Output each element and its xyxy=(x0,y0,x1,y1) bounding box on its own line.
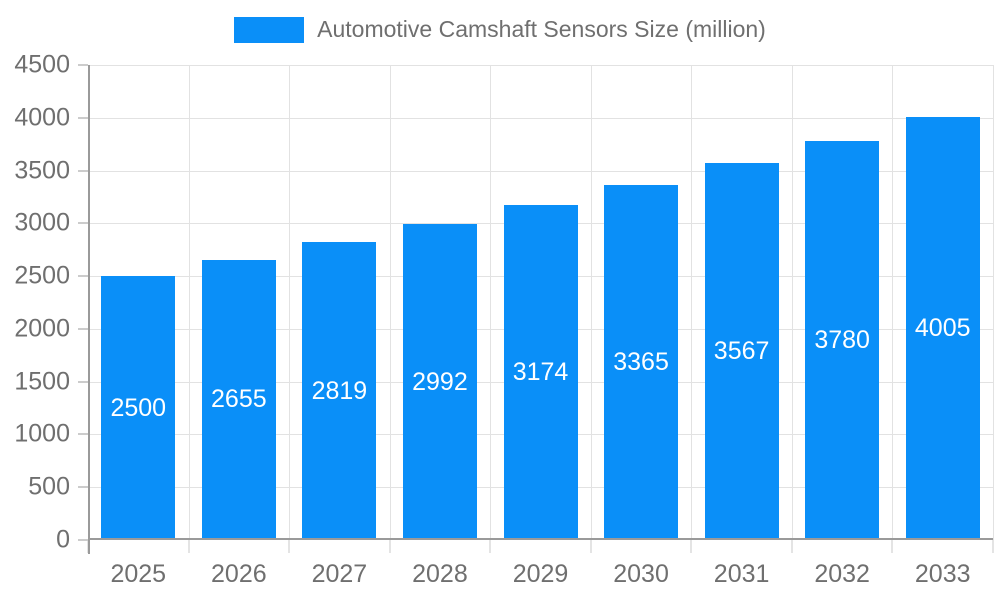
x-axis-tick xyxy=(288,540,290,553)
x-axis-label: 2025 xyxy=(110,560,167,588)
bar[interactable]: 2819 xyxy=(302,242,377,540)
bar[interactable]: 2655 xyxy=(201,259,276,540)
bar[interactable]: 2500 xyxy=(101,276,176,540)
gridline-vertical xyxy=(691,65,693,540)
plot-area: 2500 2655 2819 2992 3174 3365 3567 3780 4005 xyxy=(78,64,994,554)
y-axis-tick xyxy=(78,64,88,66)
y-axis-tick xyxy=(78,222,88,224)
y-axis-tick xyxy=(78,170,88,172)
x-axis-label: 2029 xyxy=(512,560,569,588)
y-axis-label: 2500 xyxy=(14,261,70,290)
y-axis-tick xyxy=(78,328,88,330)
y-axis-label: 0 xyxy=(56,525,70,554)
y-axis-tick xyxy=(78,381,88,383)
x-axis-label: 2030 xyxy=(613,560,669,588)
gridline-vertical xyxy=(993,65,994,540)
x-axis-label: 2032 xyxy=(814,560,870,588)
gridline-horizontal xyxy=(88,117,993,119)
gridline-vertical xyxy=(590,65,592,540)
x-axis-tick xyxy=(590,540,592,553)
gridline-horizontal xyxy=(88,65,993,66)
gridline-vertical xyxy=(188,65,190,540)
bar-value-label: 3780 xyxy=(814,326,870,354)
bar-value-label: 3567 xyxy=(713,337,770,366)
x-axis-label: 2031 xyxy=(713,560,770,588)
bar-value-label: 2655 xyxy=(211,385,267,414)
gridline-vertical xyxy=(289,65,291,540)
gridline-horizontal xyxy=(88,170,993,172)
bar[interactable]: 3365 xyxy=(604,184,679,540)
y-axis-label: 4000 xyxy=(14,103,70,132)
x-axis-tick xyxy=(188,540,190,553)
bar-value-label: 3174 xyxy=(512,357,569,386)
bar-value-label: 2819 xyxy=(311,376,368,405)
bar-value-label: 2500 xyxy=(110,393,167,422)
y-axis: 0 500 1000 1500 2000 2500 3000 3500 4000 4500 xyxy=(0,51,88,554)
bar[interactable]: 4005 xyxy=(905,117,980,540)
y-axis-label: 3500 xyxy=(14,156,70,185)
x-axis-tick xyxy=(992,540,994,553)
y-axis-label: 500 xyxy=(28,472,70,501)
y-axis-label: 2000 xyxy=(14,314,70,343)
bar-value-label: 4005 xyxy=(914,314,971,343)
y-axis-tick xyxy=(78,539,88,541)
legend-label: Automotive Camshaft Sensors Size (millio… xyxy=(317,16,766,42)
y-axis-label: 3000 xyxy=(14,208,70,237)
bar-value-label: 2992 xyxy=(412,367,468,396)
y-axis-label: 1500 xyxy=(14,367,70,396)
gridline-vertical xyxy=(791,65,793,540)
x-axis-label: 2028 xyxy=(412,560,468,588)
y-axis-label: 4500 xyxy=(14,50,70,79)
x-axis-tick xyxy=(389,540,391,553)
y-axis-tick xyxy=(78,486,88,488)
x-axis-label: 2027 xyxy=(311,560,368,588)
x-axis-tick xyxy=(791,540,793,553)
y-axis-line xyxy=(88,65,90,554)
y-axis-label: 1000 xyxy=(14,419,70,448)
y-axis-tick xyxy=(78,275,88,277)
x-axis-label: 2033 xyxy=(914,560,971,588)
x-axis-tick xyxy=(690,540,692,553)
x-axis-label: 2026 xyxy=(211,560,267,588)
gridline-vertical xyxy=(892,65,894,540)
x-axis-tick xyxy=(891,540,893,553)
bar[interactable]: 3174 xyxy=(503,204,578,540)
y-axis-tick xyxy=(78,433,88,435)
x-axis-tick xyxy=(489,540,491,553)
legend-swatch-icon xyxy=(234,16,305,43)
bar[interactable]: 3780 xyxy=(805,141,880,540)
bar[interactable]: 2992 xyxy=(402,224,477,540)
x-axis: 2025 2026 2027 2028 2029 2030 2031 2032 2033 xyxy=(88,540,993,600)
gridline-vertical xyxy=(490,65,492,540)
gridline-vertical xyxy=(389,65,391,540)
y-axis-tick xyxy=(78,117,88,119)
bar[interactable]: 3567 xyxy=(704,163,779,540)
x-axis-line xyxy=(88,538,993,540)
chart-legend[interactable]: Automotive Camshaft Sensors Size (millio… xyxy=(0,16,1000,43)
bar-value-label: 3365 xyxy=(613,347,669,376)
